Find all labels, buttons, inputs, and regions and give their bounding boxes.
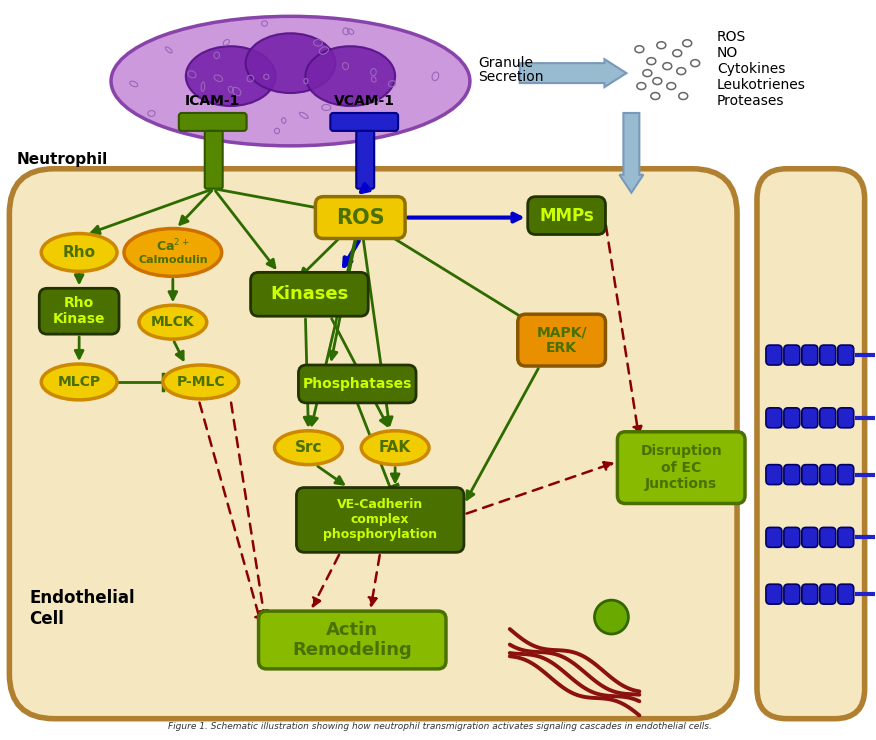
Text: Phosphatases: Phosphatases bbox=[302, 377, 412, 391]
Text: Src: Src bbox=[294, 440, 322, 455]
Text: Disruption
of EC
Junctions: Disruption of EC Junctions bbox=[640, 445, 722, 491]
FancyBboxPatch shape bbox=[837, 465, 854, 485]
Text: Actin
Remodeling: Actin Remodeling bbox=[293, 621, 412, 659]
Text: VE-Cadherin
complex
phosphorylation: VE-Cadherin complex phosphorylation bbox=[323, 498, 437, 541]
Text: MAPK/
ERK: MAPK/ ERK bbox=[536, 325, 587, 355]
Text: ROS: ROS bbox=[336, 208, 385, 228]
Text: FAK: FAK bbox=[379, 440, 411, 455]
FancyBboxPatch shape bbox=[766, 465, 782, 485]
Circle shape bbox=[595, 600, 628, 634]
Text: Granule: Granule bbox=[478, 56, 533, 70]
FancyBboxPatch shape bbox=[179, 113, 247, 131]
FancyBboxPatch shape bbox=[251, 272, 368, 316]
Ellipse shape bbox=[186, 46, 276, 106]
FancyBboxPatch shape bbox=[802, 584, 818, 604]
FancyBboxPatch shape bbox=[296, 488, 464, 552]
Text: ROS: ROS bbox=[717, 30, 746, 44]
FancyArrow shape bbox=[619, 113, 643, 192]
FancyBboxPatch shape bbox=[766, 528, 782, 548]
FancyBboxPatch shape bbox=[258, 611, 446, 669]
Text: MLCP: MLCP bbox=[58, 375, 101, 389]
FancyBboxPatch shape bbox=[820, 345, 836, 365]
FancyBboxPatch shape bbox=[802, 345, 818, 365]
Text: Leukotrienes: Leukotrienes bbox=[717, 78, 806, 92]
FancyBboxPatch shape bbox=[820, 584, 836, 604]
FancyBboxPatch shape bbox=[39, 289, 119, 334]
Ellipse shape bbox=[274, 431, 343, 465]
Ellipse shape bbox=[306, 46, 395, 106]
Text: Rho
Kinase: Rho Kinase bbox=[53, 296, 105, 326]
Ellipse shape bbox=[163, 365, 238, 399]
FancyBboxPatch shape bbox=[820, 528, 836, 548]
Text: Kinases: Kinases bbox=[271, 286, 349, 303]
FancyBboxPatch shape bbox=[802, 408, 818, 428]
FancyBboxPatch shape bbox=[766, 345, 782, 365]
FancyBboxPatch shape bbox=[766, 408, 782, 428]
Text: Endothelial
Cell: Endothelial Cell bbox=[29, 589, 135, 628]
FancyBboxPatch shape bbox=[618, 431, 745, 503]
FancyBboxPatch shape bbox=[357, 131, 374, 189]
Ellipse shape bbox=[124, 229, 222, 276]
Text: Secretion: Secretion bbox=[478, 70, 543, 84]
Ellipse shape bbox=[139, 305, 207, 339]
FancyBboxPatch shape bbox=[757, 169, 865, 719]
FancyBboxPatch shape bbox=[837, 408, 854, 428]
Text: ICAM-1: ICAM-1 bbox=[185, 94, 240, 108]
FancyBboxPatch shape bbox=[10, 169, 737, 719]
FancyBboxPatch shape bbox=[766, 584, 782, 604]
FancyBboxPatch shape bbox=[518, 314, 605, 366]
FancyBboxPatch shape bbox=[837, 345, 854, 365]
Text: VCAM-1: VCAM-1 bbox=[334, 94, 395, 108]
FancyArrow shape bbox=[519, 59, 626, 87]
FancyBboxPatch shape bbox=[527, 197, 605, 235]
Text: Cytokines: Cytokines bbox=[717, 62, 786, 76]
Text: Neutrophil: Neutrophil bbox=[17, 152, 108, 166]
FancyBboxPatch shape bbox=[820, 408, 836, 428]
Text: MMPs: MMPs bbox=[540, 206, 594, 224]
Ellipse shape bbox=[111, 16, 470, 146]
FancyBboxPatch shape bbox=[837, 584, 854, 604]
Text: P-MLC: P-MLC bbox=[176, 375, 225, 389]
Ellipse shape bbox=[41, 364, 117, 400]
FancyBboxPatch shape bbox=[784, 465, 800, 485]
FancyBboxPatch shape bbox=[330, 113, 398, 131]
FancyBboxPatch shape bbox=[820, 465, 836, 485]
FancyBboxPatch shape bbox=[837, 528, 854, 548]
FancyBboxPatch shape bbox=[802, 465, 818, 485]
FancyBboxPatch shape bbox=[784, 408, 800, 428]
FancyBboxPatch shape bbox=[784, 584, 800, 604]
Text: Calmodulin: Calmodulin bbox=[138, 255, 208, 266]
FancyBboxPatch shape bbox=[784, 528, 800, 548]
Text: Ca$^{2+}$: Ca$^{2+}$ bbox=[156, 238, 189, 255]
FancyBboxPatch shape bbox=[802, 528, 818, 548]
Text: Figure 1. Schematic illustration showing how neutrophil transmigration activates: Figure 1. Schematic illustration showing… bbox=[168, 722, 712, 731]
Text: Proteases: Proteases bbox=[717, 94, 785, 108]
FancyBboxPatch shape bbox=[784, 345, 800, 365]
Text: MLCK: MLCK bbox=[151, 315, 194, 329]
Text: NO: NO bbox=[717, 46, 738, 60]
FancyBboxPatch shape bbox=[315, 197, 405, 238]
Ellipse shape bbox=[361, 431, 429, 465]
Ellipse shape bbox=[41, 234, 117, 272]
FancyBboxPatch shape bbox=[299, 365, 416, 403]
Ellipse shape bbox=[245, 33, 336, 93]
Text: Rho: Rho bbox=[63, 245, 95, 260]
FancyBboxPatch shape bbox=[205, 131, 223, 189]
